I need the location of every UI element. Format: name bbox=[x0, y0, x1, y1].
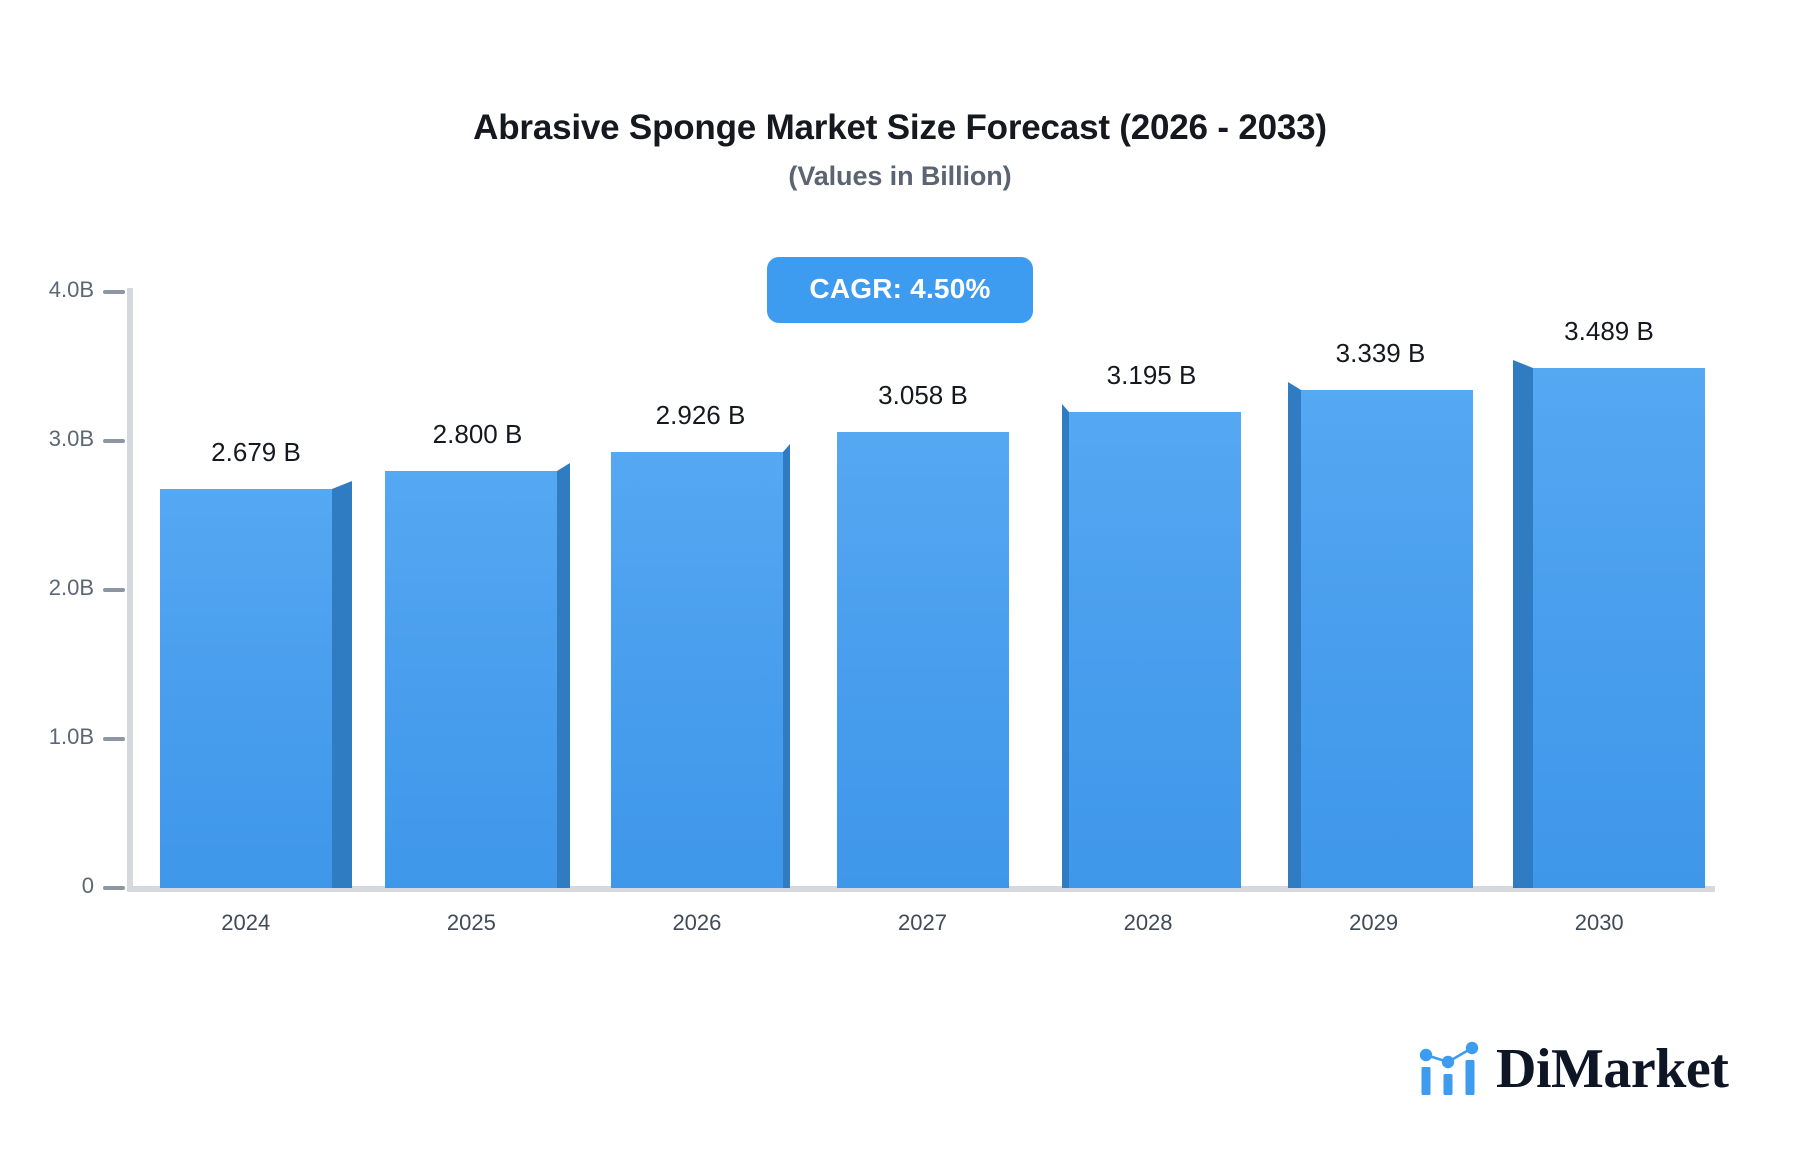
bar-side-face bbox=[332, 481, 352, 888]
y-axis-tick bbox=[103, 290, 125, 294]
bar-value-label: 3.339 B bbox=[1335, 338, 1426, 368]
bar-value-label: 2.679 B bbox=[211, 437, 301, 467]
bar-2024[interactable] bbox=[160, 481, 352, 888]
bar-front-face bbox=[611, 452, 783, 888]
bar-front-face bbox=[1533, 368, 1705, 888]
chart-subtitle: (Values in Billion) bbox=[788, 161, 1012, 192]
bar-side-face bbox=[1288, 382, 1301, 888]
x-axis-label-2025: 2025 bbox=[446, 910, 496, 935]
x-axis-label-2030: 2030 bbox=[1574, 910, 1624, 935]
y-axis-tick bbox=[103, 439, 125, 443]
bar-side-face bbox=[557, 463, 570, 888]
bar-front-face bbox=[1069, 412, 1241, 888]
title-block: Abrasive Sponge Market Size Forecast (20… bbox=[0, 108, 1800, 192]
bar-front-face bbox=[385, 471, 557, 888]
bar-2025[interactable] bbox=[385, 463, 570, 888]
dimarket-logo: DiMarket bbox=[1418, 1038, 1729, 1100]
page-title: Abrasive Sponge Market Size Forecast (20… bbox=[473, 108, 1327, 147]
bar-chart-icon bbox=[1418, 1040, 1480, 1098]
y-axis-label: 1.0B bbox=[48, 724, 94, 749]
bar-value-label: 2.800 B bbox=[432, 419, 523, 449]
y-axis-label: 3.0B bbox=[48, 426, 94, 451]
y-axis-label: 0 bbox=[81, 873, 94, 898]
bar-side-face bbox=[783, 444, 790, 888]
bar-front-face bbox=[1301, 390, 1473, 888]
bar-2030[interactable] bbox=[1513, 360, 1705, 888]
x-axis-label-2026: 2026 bbox=[672, 910, 722, 935]
x-axis-line bbox=[127, 886, 1715, 892]
bar-2026[interactable] bbox=[611, 444, 790, 888]
x-axis-label-2024: 2024 bbox=[221, 910, 271, 935]
y-axis-tick bbox=[103, 886, 125, 890]
bar-front-face bbox=[837, 432, 1009, 888]
bar-value-label: 3.489 B bbox=[1564, 316, 1654, 346]
bar-value-label: 3.195 B bbox=[1106, 360, 1197, 390]
x-axis-label-2029: 2029 bbox=[1349, 910, 1399, 935]
logo-text: DiMarket bbox=[1496, 1038, 1729, 1100]
bar-side-face bbox=[1513, 360, 1533, 888]
bar-2027[interactable] bbox=[837, 424, 1009, 888]
y-axis-tick bbox=[103, 588, 125, 592]
x-axis-label-2027: 2027 bbox=[898, 910, 947, 935]
bar-front-face bbox=[160, 489, 332, 888]
y-axis-label: 4.0B bbox=[48, 277, 94, 302]
cagr-badge: CAGR: 4.50% bbox=[767, 257, 1033, 323]
x-axis-label-2028: 2028 bbox=[1123, 910, 1173, 935]
bar-value-label: 2.926 B bbox=[655, 400, 746, 430]
y-axis-tick bbox=[103, 737, 125, 741]
bar-2028[interactable] bbox=[1062, 404, 1241, 888]
cagr-badge-container: CAGR: 4.50% bbox=[0, 257, 1800, 323]
y-axis-label: 2.0B bbox=[48, 575, 94, 600]
y-axis-line bbox=[127, 288, 133, 890]
bar-side-face bbox=[1062, 404, 1069, 888]
bar-value-label: 3.058 B bbox=[878, 380, 968, 410]
bar-2029[interactable] bbox=[1288, 382, 1473, 888]
